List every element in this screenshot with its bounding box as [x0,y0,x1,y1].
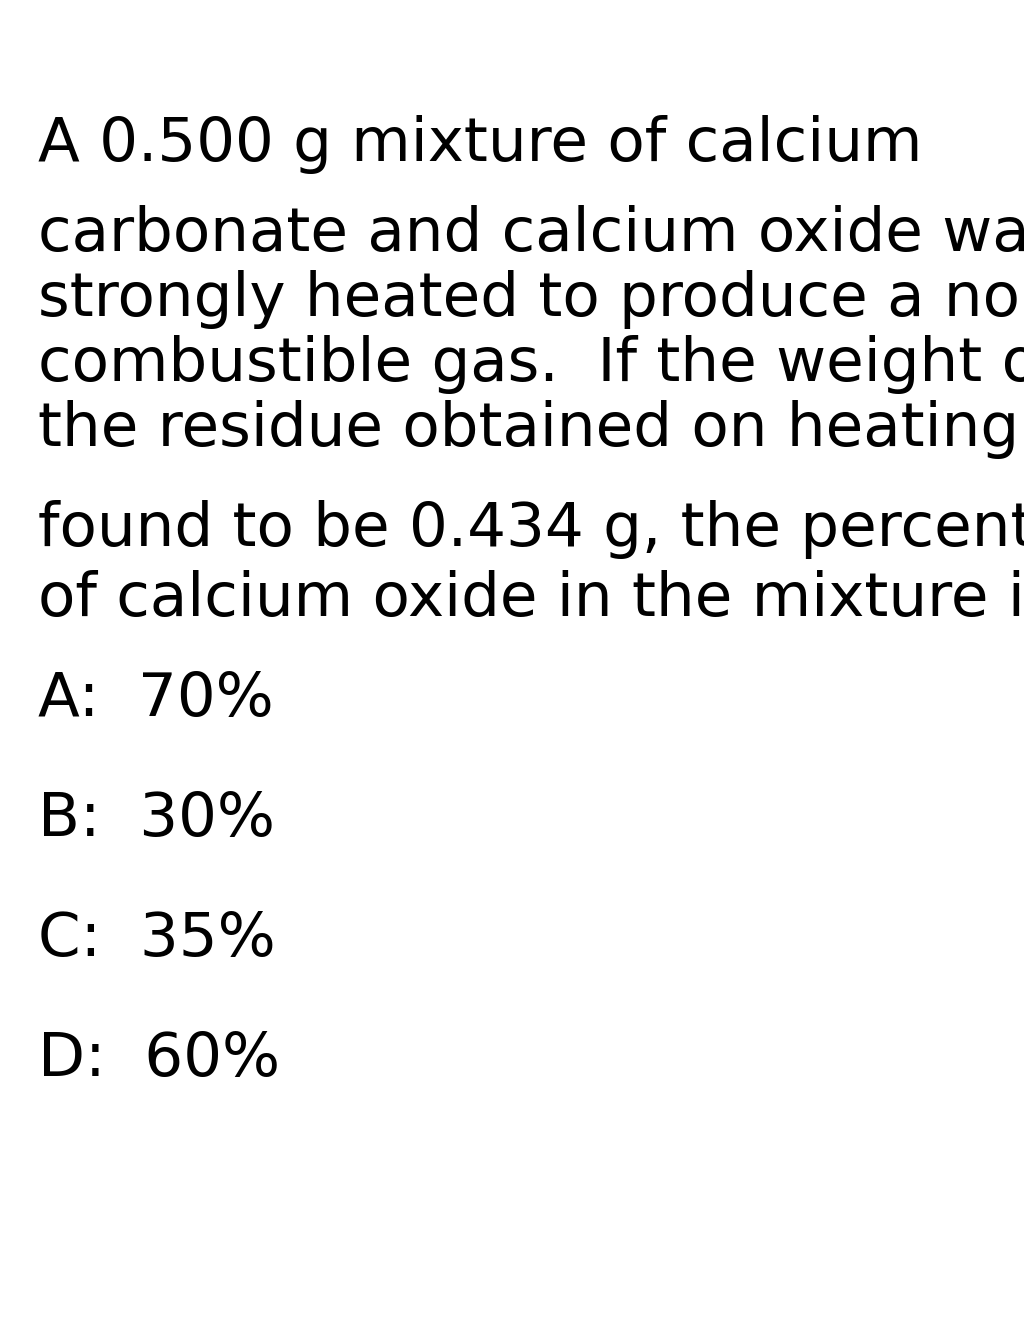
Text: A 0.500 g mixture of calcium: A 0.500 g mixture of calcium [38,115,923,175]
Text: of calcium oxide in the mixture is-: of calcium oxide in the mixture is- [38,569,1024,629]
Text: strongly heated to produce a non-: strongly heated to produce a non- [38,270,1024,329]
Text: carbonate and calcium oxide was: carbonate and calcium oxide was [38,205,1024,265]
Text: B:  30%: B: 30% [38,790,275,849]
Text: D:  60%: D: 60% [38,1030,281,1089]
Text: A:  70%: A: 70% [38,670,273,729]
Text: C:  35%: C: 35% [38,911,275,970]
Text: found to be 0.434 g, the percentage: found to be 0.434 g, the percentage [38,500,1024,559]
Text: combustible gas.  If the weight of: combustible gas. If the weight of [38,334,1024,393]
Text: the residue obtained on heating is: the residue obtained on heating is [38,400,1024,459]
